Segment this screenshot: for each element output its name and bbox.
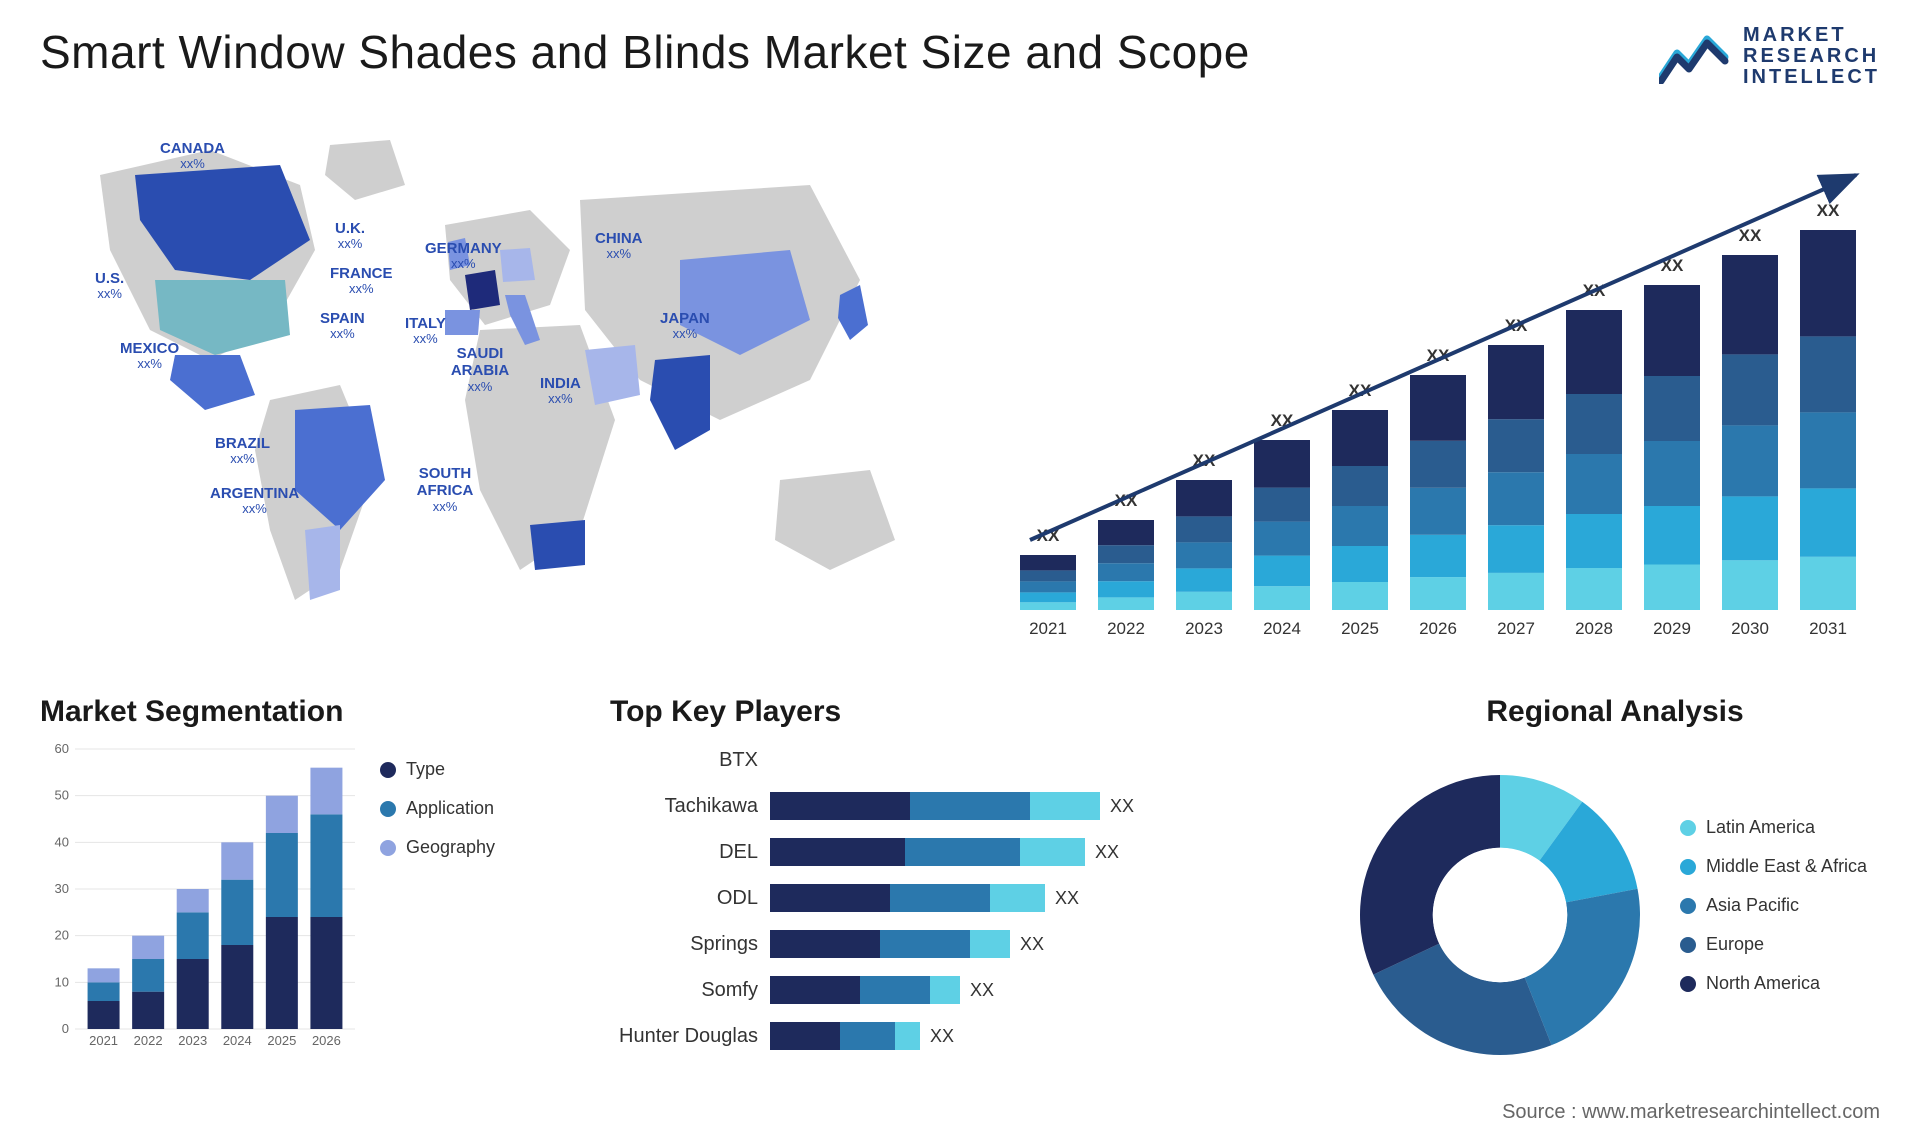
- legend-item: North America: [1680, 973, 1880, 994]
- svg-text:2026: 2026: [1419, 619, 1457, 638]
- players-panel: Top Key Players BTX Tachikawa XX DEL XX ODL XX…: [610, 695, 1310, 1090]
- player-name: Springs: [610, 933, 770, 956]
- legend-item: Latin America: [1680, 817, 1880, 838]
- legend-item: Asia Pacific: [1680, 895, 1880, 916]
- svg-text:2027: 2027: [1497, 619, 1535, 638]
- svg-text:2029: 2029: [1653, 619, 1691, 638]
- svg-text:2021: 2021: [89, 1033, 118, 1048]
- map-label: SAUDI ARABIAxx%: [440, 345, 520, 394]
- player-value: XX: [970, 980, 994, 1001]
- growth-chart: XX2021XX2022XX2023XX2024XX2025XX2026XX20…: [980, 130, 1880, 670]
- svg-text:0: 0: [62, 1021, 69, 1036]
- players-chart: BTX Tachikawa XX DEL XX ODL XX Springs XX Somfy XX…: [610, 739, 1310, 1090]
- svg-text:XX: XX: [1817, 201, 1840, 220]
- map-label: INDIAxx%: [540, 375, 581, 407]
- map-label: GERMANYxx%: [425, 240, 502, 272]
- player-row: DEL XX: [610, 831, 1310, 873]
- map-label: SPAINxx%: [320, 310, 365, 342]
- player-name: Somfy: [610, 979, 770, 1002]
- svg-text:2023: 2023: [178, 1033, 207, 1048]
- regional-panel: Regional Analysis Latin America Middle Ea…: [1350, 695, 1880, 1090]
- svg-text:2021: 2021: [1029, 619, 1067, 638]
- player-name: Tachikawa: [610, 795, 770, 818]
- map-label: MEXICOxx%: [120, 340, 179, 372]
- map-label: U.K.xx%: [335, 220, 365, 252]
- page-title: Smart Window Shades and Blinds Market Si…: [40, 25, 1250, 79]
- top-row: CANADAxx% U.S.xx% MEXICOxx% BRAZILxx% ARGENT…: [40, 130, 1880, 670]
- map-label: ARGENTINAxx%: [210, 485, 299, 517]
- growth-chart-panel: XX2021XX2022XX2023XX2024XX2025XX2026XX20…: [980, 130, 1880, 670]
- svg-text:50: 50: [55, 788, 69, 803]
- map-label: ITALYxx%: [405, 315, 446, 347]
- legend-item: Europe: [1680, 934, 1880, 955]
- legend-item: Middle East & Africa: [1680, 856, 1880, 877]
- segmentation-legend: Type Application Geography: [360, 739, 570, 1090]
- legend-item: Type: [380, 759, 570, 780]
- segmentation-panel: Market Segmentation 0 10 20 30 40 50 60 2021 202…: [40, 695, 570, 1090]
- map-label: CANADAxx%: [160, 140, 225, 172]
- player-row: Springs XX: [610, 923, 1310, 965]
- regional-donut: [1350, 765, 1650, 1065]
- svg-text:XX: XX: [1739, 226, 1762, 245]
- player-value: XX: [1095, 842, 1119, 863]
- player-value: XX: [1110, 796, 1134, 817]
- player-value: XX: [1020, 934, 1044, 955]
- map-label: FRANCExx%: [330, 265, 393, 297]
- player-value: XX: [930, 1026, 954, 1047]
- legend-item: Geography: [380, 837, 570, 858]
- svg-text:2025: 2025: [1341, 619, 1379, 638]
- map-label: CHINAxx%: [595, 230, 643, 262]
- logo-text-2: RESEARCH: [1743, 46, 1880, 67]
- players-title: Top Key Players: [610, 695, 1310, 729]
- player-row: ODL XX: [610, 877, 1310, 919]
- svg-text:40: 40: [55, 834, 69, 849]
- regional-title: Regional Analysis: [1486, 695, 1743, 729]
- svg-text:2022: 2022: [134, 1033, 163, 1048]
- player-name: BTX: [610, 749, 770, 772]
- map-label: U.S.xx%: [95, 270, 124, 302]
- svg-text:2030: 2030: [1731, 619, 1769, 638]
- svg-text:30: 30: [55, 881, 69, 896]
- bottom-row: Market Segmentation 0 10 20 30 40 50 60 2021 202…: [40, 695, 1880, 1090]
- svg-text:2024: 2024: [1263, 619, 1301, 638]
- svg-text:2031: 2031: [1809, 619, 1847, 638]
- player-row: Somfy XX: [610, 969, 1310, 1011]
- legend-item: Application: [380, 798, 570, 819]
- svg-text:2023: 2023: [1185, 619, 1223, 638]
- svg-text:2025: 2025: [267, 1033, 296, 1048]
- svg-text:10: 10: [55, 974, 69, 989]
- brand-logo: MARKET RESEARCH INTELLECT: [1659, 25, 1880, 88]
- map-label: SOUTH AFRICAxx%: [405, 465, 485, 514]
- logo-icon: [1659, 29, 1729, 84]
- player-value: XX: [1055, 888, 1079, 909]
- player-row: Tachikawa XX: [610, 785, 1310, 827]
- logo-text-1: MARKET: [1743, 25, 1880, 46]
- segmentation-title: Market Segmentation: [40, 695, 570, 729]
- player-name: DEL: [610, 841, 770, 864]
- svg-text:20: 20: [55, 928, 69, 943]
- map-label: JAPANxx%: [660, 310, 710, 342]
- player-row: BTX: [610, 739, 1310, 781]
- player-row: Hunter Douglas XX: [610, 1015, 1310, 1057]
- world-map-panel: CANADAxx% U.S.xx% MEXICOxx% BRAZILxx% ARGENT…: [40, 130, 940, 670]
- source-text: Source : www.marketresearchintellect.com: [1502, 1101, 1880, 1124]
- svg-text:2024: 2024: [223, 1033, 252, 1048]
- svg-text:2028: 2028: [1575, 619, 1613, 638]
- regional-legend: Latin America Middle East & Africa Asia Pa…: [1680, 817, 1880, 1012]
- player-name: Hunter Douglas: [610, 1025, 770, 1048]
- segmentation-chart: 0 10 20 30 40 50 60 2021 2022 2023 2024 2025 2026: [40, 739, 360, 1059]
- svg-text:60: 60: [55, 741, 69, 756]
- logo-text-3: INTELLECT: [1743, 67, 1880, 88]
- svg-text:2022: 2022: [1107, 619, 1145, 638]
- svg-text:2026: 2026: [312, 1033, 341, 1048]
- map-label: BRAZILxx%: [215, 435, 270, 467]
- player-name: ODL: [610, 887, 770, 910]
- header: Smart Window Shades and Blinds Market Si…: [40, 25, 1880, 88]
